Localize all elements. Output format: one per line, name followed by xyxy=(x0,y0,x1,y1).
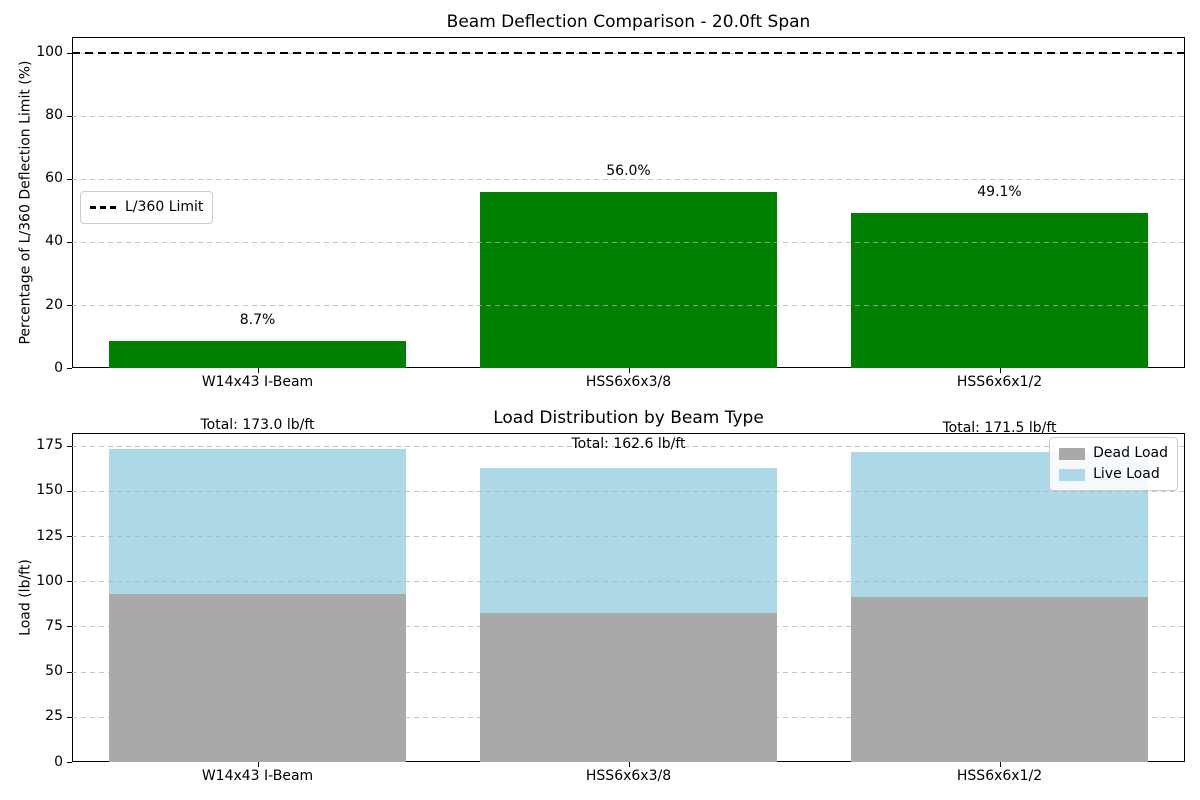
y-tick-label: 80 xyxy=(45,107,63,124)
gridline xyxy=(72,581,1185,583)
x-category-label: W14x43 I-Beam xyxy=(201,374,314,390)
live-load-bar-segment xyxy=(480,468,777,613)
gridline xyxy=(72,241,1185,243)
x-tick-mark xyxy=(999,762,1001,767)
chart-title: Load Distribution by Beam Type xyxy=(493,408,764,428)
x-category-label: HSS6x6x1/2 xyxy=(956,374,1043,390)
legend-entry: L/360 Limit xyxy=(90,197,203,218)
y-tick-label: 125 xyxy=(36,527,63,544)
bar-total-label: Total: 173.0 lb/ft xyxy=(200,417,315,434)
y-tick-mark xyxy=(67,626,72,628)
bar-percent-label: 8.7% xyxy=(239,311,276,328)
gridline xyxy=(72,445,1185,447)
x-tick-mark xyxy=(257,368,259,373)
y-tick-label: 20 xyxy=(45,296,63,313)
dead-load-swatch xyxy=(1059,447,1086,460)
y-tick-mark xyxy=(67,115,72,117)
y-tick-mark xyxy=(67,241,72,243)
live-load-swatch xyxy=(1059,468,1086,481)
y-tick-label: 100 xyxy=(36,572,63,589)
y-tick-mark xyxy=(67,305,72,306)
y-tick-mark xyxy=(67,671,72,673)
y-tick-label: 0 xyxy=(54,753,63,770)
gridline xyxy=(72,671,1185,673)
y-tick-label: 25 xyxy=(45,708,63,725)
live-load-bar-segment xyxy=(109,449,406,594)
y-tick-label: 175 xyxy=(36,437,63,454)
x-tick-mark xyxy=(999,368,1001,373)
deflection-bar xyxy=(851,213,1148,368)
y-tick-label: 100 xyxy=(36,44,63,61)
bar-percent-label: 56.0% xyxy=(606,162,651,179)
y-tick-label: 50 xyxy=(45,663,63,680)
y-tick-mark xyxy=(67,178,72,180)
y-tick-mark xyxy=(67,581,72,583)
x-tick-mark xyxy=(257,762,259,767)
dead-load-bar-segment xyxy=(109,593,406,762)
bar-total-label: Total: 171.5 lb/ft xyxy=(942,420,1057,436)
dead-load-bar-segment xyxy=(851,596,1148,762)
gridline xyxy=(72,490,1185,492)
bar-total-label: Total: 162.6 lb/ft xyxy=(571,436,686,453)
legend-entry: Dead Load xyxy=(1059,443,1168,464)
deflection-bar xyxy=(480,191,777,368)
legend-label: Dead Load xyxy=(1093,445,1168,461)
gridline xyxy=(72,305,1185,306)
legend: Dead Load Live Load xyxy=(1049,437,1178,491)
gridline xyxy=(72,716,1185,718)
legend: L/360 Limit xyxy=(80,191,214,224)
y-tick-mark xyxy=(67,536,72,537)
deflection-bar xyxy=(109,340,406,368)
x-category-label: HSS6x6x3/8 xyxy=(585,374,672,390)
gridline xyxy=(72,115,1185,117)
x-category-label: HSS6x6x1/2 xyxy=(956,768,1043,784)
y-tick-mark xyxy=(67,762,72,763)
gridline xyxy=(72,178,1185,180)
bar-percent-label: 49.1% xyxy=(977,184,1022,201)
dead-load-bar-segment xyxy=(480,612,777,762)
x-tick-mark xyxy=(628,368,630,373)
gridline xyxy=(72,626,1185,628)
x-category-label: HSS6x6x3/8 xyxy=(585,768,672,784)
chart-title: Beam Deflection Comparison - 20.0ft Span xyxy=(446,12,811,32)
legend-entry: Live Load xyxy=(1059,464,1168,485)
y-tick-mark xyxy=(67,368,72,369)
y-tick-mark xyxy=(67,52,72,54)
y-tick-mark xyxy=(67,490,72,492)
y-tick-label: 150 xyxy=(36,482,63,499)
limit-reference-line xyxy=(72,51,1185,54)
x-tick-mark xyxy=(628,762,630,767)
x-category-label: W14x43 I-Beam xyxy=(201,768,314,784)
y-tick-mark xyxy=(67,716,72,718)
gridline xyxy=(72,536,1185,537)
legend-label: L/360 Limit xyxy=(125,199,204,215)
y-tick-label: 60 xyxy=(45,170,63,187)
dashed-line-swatch xyxy=(90,206,117,209)
y-tick-label: 75 xyxy=(45,617,63,634)
y-tick-mark xyxy=(67,445,72,447)
y-tick-label: 40 xyxy=(45,233,63,250)
legend-label: Live Load xyxy=(1093,466,1160,482)
y-tick-label: 0 xyxy=(54,359,63,376)
